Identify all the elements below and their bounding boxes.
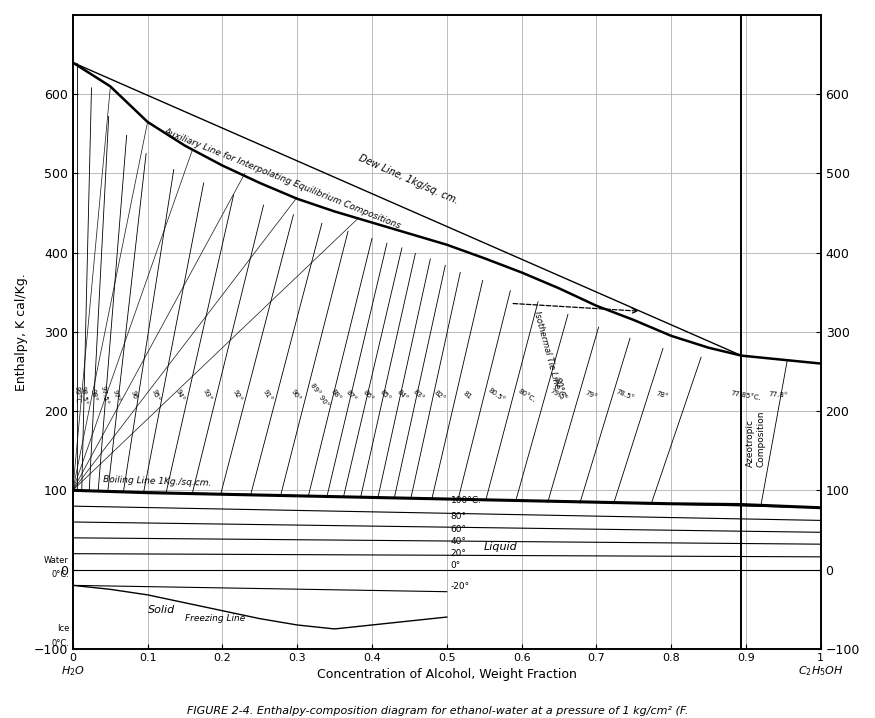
Text: 84°: 84° (396, 388, 409, 402)
Text: Dew Line, 1kg/sq. cm.: Dew Line, 1kg/sq. cm. (357, 152, 460, 205)
Text: Solid: Solid (148, 605, 175, 615)
Text: 20°: 20° (451, 549, 466, 558)
Text: 100°C.: 100°C. (451, 496, 481, 505)
Text: Boiling Line 1Kg./sq.cm.: Boiling Line 1Kg./sq.cm. (102, 475, 212, 488)
Text: $C_2H_5OH$: $C_2H_5OH$ (798, 665, 844, 679)
Text: 0°: 0° (451, 561, 461, 570)
Text: 78.5°: 78.5° (615, 388, 634, 402)
X-axis label: Concentration of Alcohol, Weight Fraction: Concentration of Alcohol, Weight Fractio… (317, 668, 577, 681)
Text: 93°: 93° (202, 388, 213, 402)
Text: 98.5°: 98.5° (80, 386, 88, 405)
Text: Isothermal Tie Line: Isothermal Tie Line (532, 309, 562, 389)
Text: 90°: 90° (290, 388, 302, 402)
Text: Water: Water (44, 556, 69, 565)
Text: 82°: 82° (433, 389, 446, 401)
Text: Liquid: Liquid (484, 541, 518, 551)
Text: 77.85°C.: 77.85°C. (731, 390, 761, 401)
Text: 92°: 92° (232, 388, 243, 402)
Text: -20°: -20° (451, 582, 470, 592)
Text: 98°: 98° (89, 388, 97, 402)
Text: 0°C.: 0°C. (51, 639, 69, 648)
Text: 87°: 87° (345, 388, 357, 402)
Text: 79.5°: 79.5° (550, 388, 569, 403)
Text: 40°: 40° (451, 536, 466, 546)
Text: 83°: 83° (412, 388, 425, 402)
Text: Freezing Line: Freezing Line (185, 614, 245, 623)
Text: 96: 96 (130, 390, 138, 401)
Text: 78°: 78° (655, 391, 669, 400)
Text: 77.8°: 77.8° (768, 391, 788, 399)
Text: 80.5°: 80.5° (487, 387, 507, 404)
Text: 79°: 79° (584, 390, 598, 401)
Text: 95°: 95° (150, 388, 160, 402)
Text: 85°: 85° (379, 388, 392, 402)
Text: 97°: 97° (112, 388, 121, 402)
Text: 0°C.: 0°C. (51, 569, 69, 579)
Y-axis label: Enthalpy, K cal/Kg.: Enthalpy, K cal/Kg. (15, 273, 28, 391)
Text: 80°C.: 80°C. (551, 376, 566, 401)
Text: 81: 81 (462, 390, 473, 401)
Text: 80°: 80° (451, 512, 466, 521)
Text: 99°C.: 99°C. (73, 386, 80, 405)
Text: 97.5°: 97.5° (100, 386, 108, 405)
Text: 86°: 86° (362, 388, 374, 402)
Text: 60°: 60° (451, 525, 466, 533)
Text: 88°: 88° (330, 388, 342, 402)
Text: $H_2O$: $H_2O$ (61, 665, 85, 679)
Text: Auxiliary Line for Interpolating Equilibrium Compositions: Auxiliary Line for Interpolating Equilib… (163, 127, 402, 231)
Text: Azeotropic
Composition: Azeotropic Composition (746, 411, 766, 467)
Text: 94°: 94° (175, 388, 185, 402)
Text: FIGURE 2-4. Enthalpy-composition diagram for ethanol-water at a pressure of 1 kg: FIGURE 2-4. Enthalpy-composition diagram… (187, 707, 689, 717)
Text: 91°: 91° (262, 388, 273, 402)
Text: 89° 90°: 89° 90° (310, 383, 330, 408)
Text: 80°C.: 80°C. (517, 388, 536, 403)
Text: Ice: Ice (57, 624, 69, 633)
